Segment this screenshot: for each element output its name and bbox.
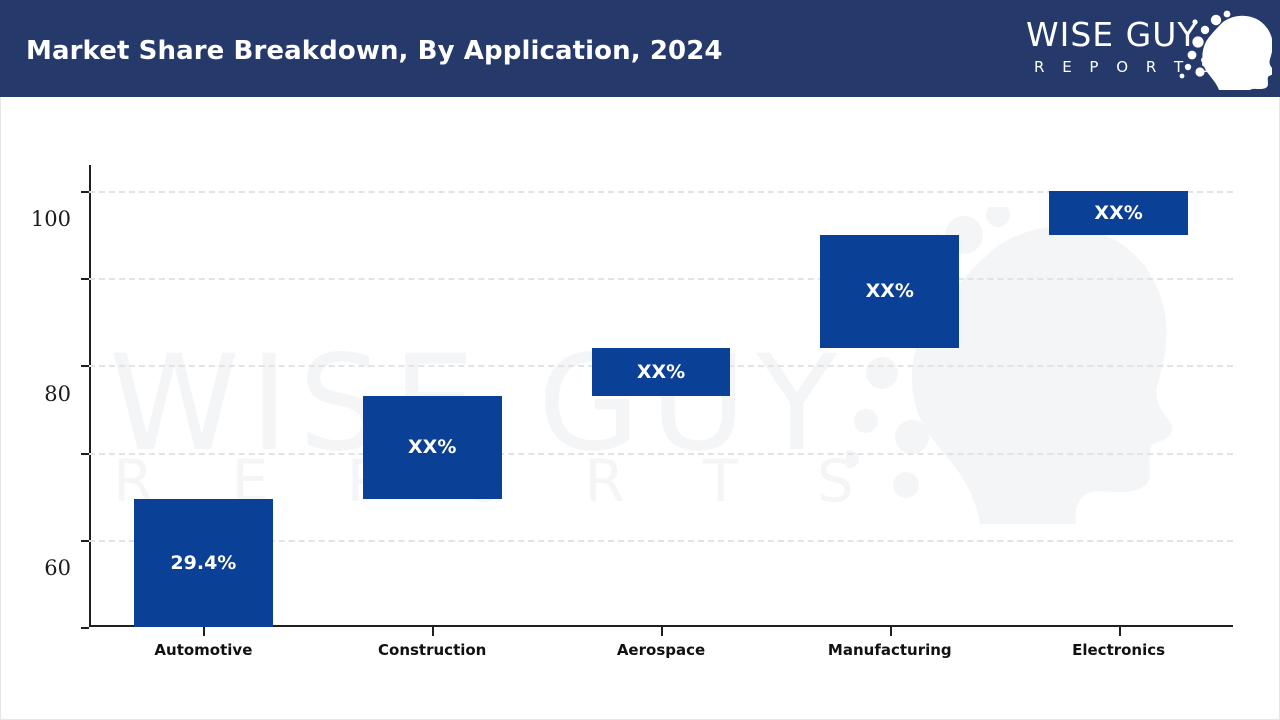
bar-value-label: XX% <box>1094 201 1143 224</box>
gridline <box>89 539 1233 542</box>
gridline <box>89 278 1233 281</box>
y-axis-tick: 100 <box>31 191 89 231</box>
x-axis <box>89 625 1233 627</box>
bar-value-label: 29.4% <box>170 551 237 574</box>
y-axis-tick-label: 60 <box>44 555 71 580</box>
bar-manufacturing[interactable]: XX% <box>820 234 960 349</box>
plot-area: 0 20 40 60 80 100 29.4% XX% XX% XX% XX% Automotiv… <box>31 165 1233 659</box>
y-axis-tick: 80 <box>44 278 89 406</box>
x-axis-tick <box>889 627 892 636</box>
x-axis-category-label: Construction <box>378 641 487 659</box>
x-axis-tick <box>203 627 206 636</box>
y-axis-tick: 20 <box>81 539 89 542</box>
y-axis-tick-label: 100 <box>30 207 71 232</box>
page-header: Market Share Breakdown, By Application, … <box>0 0 1280 97</box>
gridline <box>89 452 1233 455</box>
gridline <box>89 191 1233 194</box>
bar-aerospace[interactable]: XX% <box>591 348 731 396</box>
y-axis-tick: 60 <box>44 365 89 580</box>
brand-logo: WISE GUY R E P O R T S <box>1020 8 1272 90</box>
x-axis-tick <box>1118 627 1121 636</box>
dotted-head-silhouette-icon <box>1179 10 1272 90</box>
bar-value-label: XX% <box>636 361 686 384</box>
logo-wordmark-primary: WISE GUY <box>1026 15 1199 54</box>
x-axis-tick <box>432 627 435 636</box>
bar-construction[interactable]: XX% <box>362 396 502 499</box>
y-axis-tick: 40 <box>81 452 89 455</box>
bar-electronics[interactable]: XX% <box>1049 191 1189 235</box>
page-title: Market Share Breakdown, By Application, … <box>26 36 723 66</box>
x-axis-category-label: Manufacturing <box>827 641 952 659</box>
logo-wordmark-secondary: R E P O R T S <box>1034 58 1217 76</box>
chart-container: WISE GUY R E P O R T S <box>0 97 1280 720</box>
y-axis-tick-label: 80 <box>44 381 71 406</box>
bar-value-label: XX% <box>408 436 457 459</box>
x-axis-tick <box>661 627 663 636</box>
x-axis-category-label: Electronics <box>1072 641 1166 659</box>
bar-automotive[interactable]: 29.4% <box>133 498 273 627</box>
x-axis-category-label: Automotive <box>154 641 253 659</box>
x-axis-category-label: Aerospace <box>616 641 706 659</box>
y-axis-tick: 0 <box>81 627 89 629</box>
y-axis <box>89 165 91 627</box>
bar-value-label: XX% <box>865 280 914 303</box>
